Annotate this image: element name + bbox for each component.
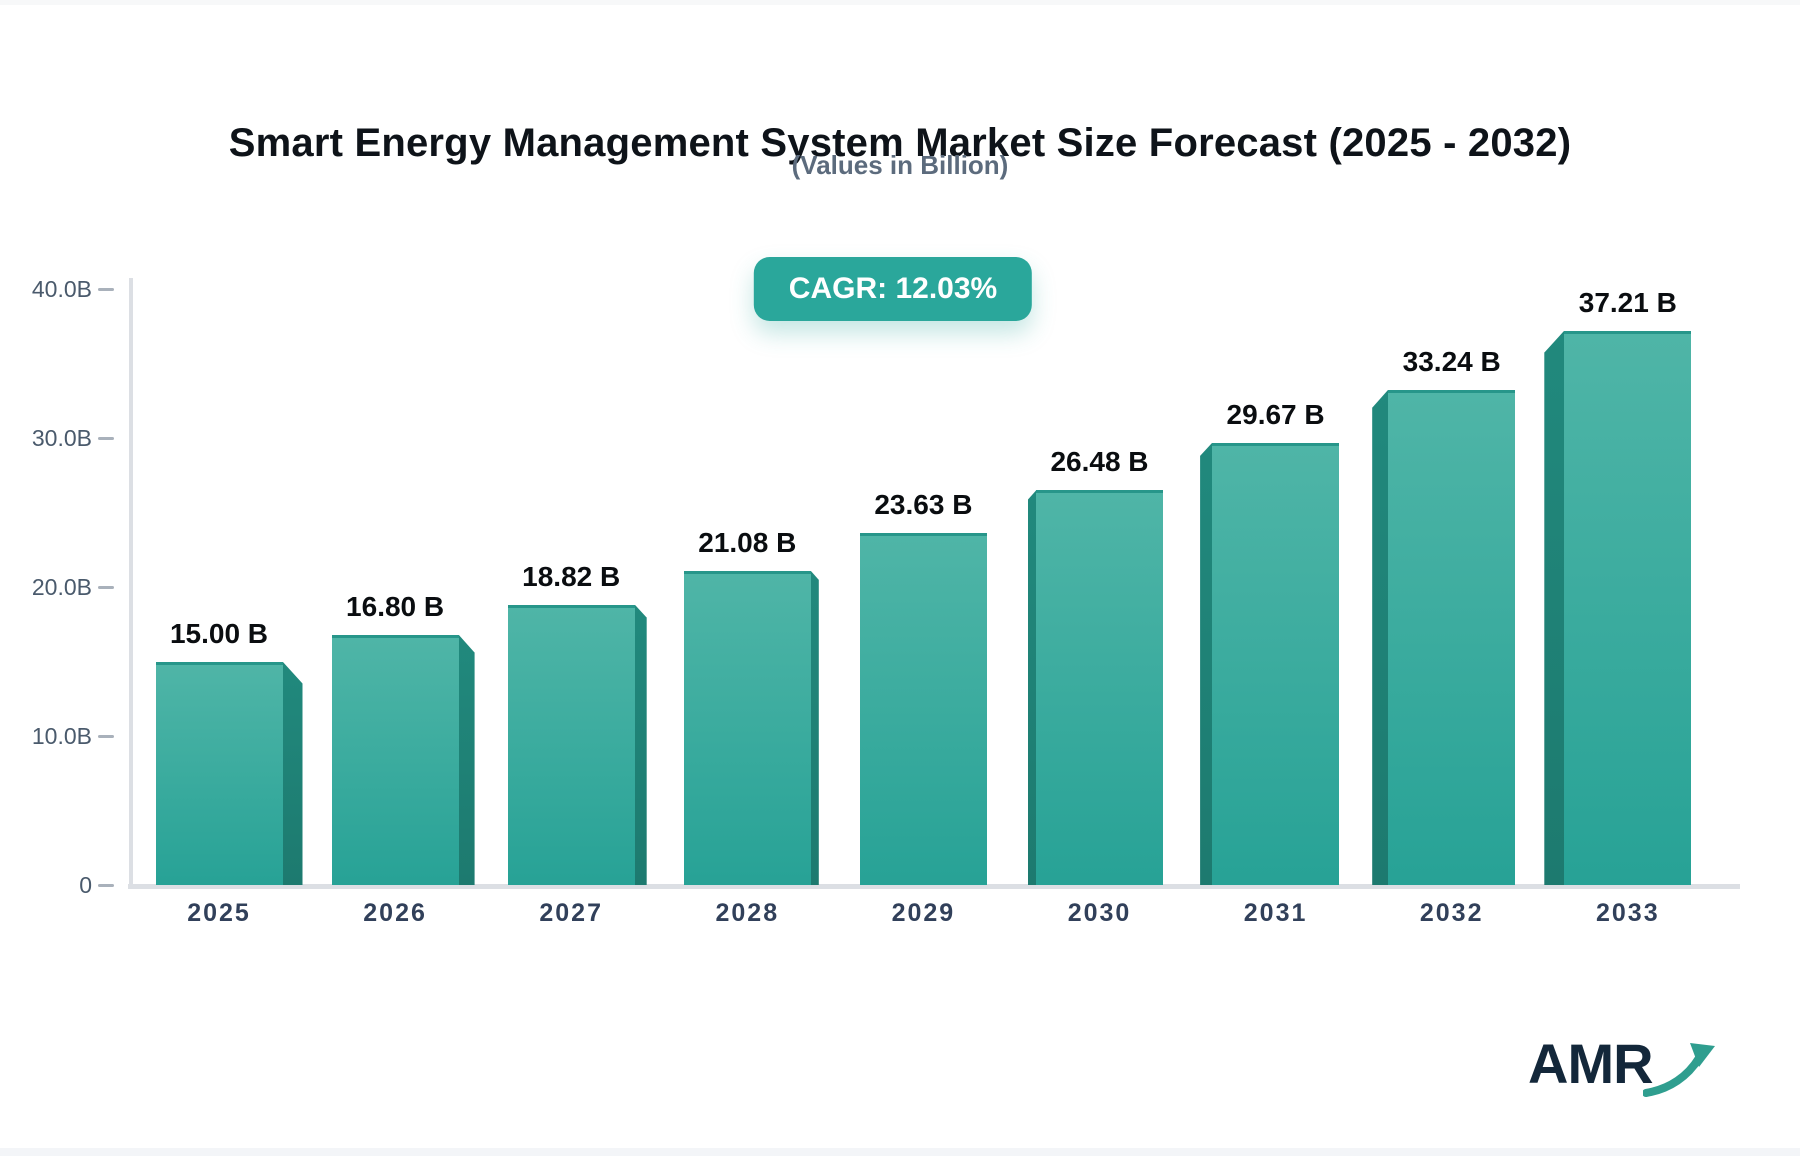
bar-value-label: 26.48 B [1050,446,1149,478]
x-tick-label: 2032 [1419,899,1484,927]
y-tick-mark [98,436,114,440]
bar-value-label: 18.82 B [522,560,621,592]
bar [331,634,459,885]
bar-3d-side [1028,490,1036,885]
x-tick-label: 2029 [891,899,956,927]
bar [1036,490,1163,885]
bar-value-label: 33.24 B [1402,345,1501,377]
bar-3d-side [1544,330,1565,885]
y-tick-mark [98,734,114,738]
y-tick-mark [98,883,114,887]
bar [859,532,987,885]
x-tick-label: 2033 [1595,899,1660,927]
bar [1212,442,1340,885]
y-tick-label: 30.0B [31,425,92,451]
x-tick-label: 2030 [1067,899,1132,927]
x-axis-line [128,884,1740,889]
bar [155,661,283,885]
cagr-badge: CAGR: 12.03% [753,257,1033,321]
bar [1388,389,1516,885]
bar-value-label: 21.08 B [698,526,797,558]
trend-up-arrow-icon [1642,1043,1715,1097]
bar [1564,330,1692,885]
y-tick-label: 20.0B [31,574,92,600]
amr-logo: AMR [1528,1036,1719,1100]
y-tick-label: 40.0B [31,276,92,302]
y-tick-mark [98,585,114,589]
y-tick-mark [98,287,114,291]
bar-3d-side [282,661,303,885]
bottom-edge-strip [0,1148,1800,1156]
top-edge-strip [0,0,1800,5]
bar-value-label: 29.67 B [1226,398,1325,430]
bar-value-label: 23.63 B [874,488,973,520]
page-subtitle: (Values in Billion) [791,150,1009,180]
bar-value-label: 15.00 B [169,617,269,649]
bar-3d-side [1372,389,1389,885]
y-tick-label: 10.0B [31,723,92,749]
x-tick-label: 2028 [715,899,780,927]
bar-3d-side [1200,442,1213,885]
bar [507,604,635,885]
x-tick-label: 2027 [539,899,603,927]
page-title: Smart Energy Management System Market Si… [228,120,1572,165]
x-tick-label: 2025 [187,899,251,927]
bar [683,570,811,885]
amr-logo-text: AMR [1528,1032,1654,1095]
y-tick-label: 0 [79,872,92,898]
x-tick-label: 2026 [363,899,427,927]
bar-3d-side [458,634,475,885]
bar-3d-side [810,570,819,885]
x-tick-label: 2031 [1243,899,1308,927]
bar-value-label: 37.21 B [1578,286,1677,318]
bar-value-label: 16.80 B [346,590,445,622]
bar-3d-side [634,604,647,885]
y-axis-line [129,278,133,888]
